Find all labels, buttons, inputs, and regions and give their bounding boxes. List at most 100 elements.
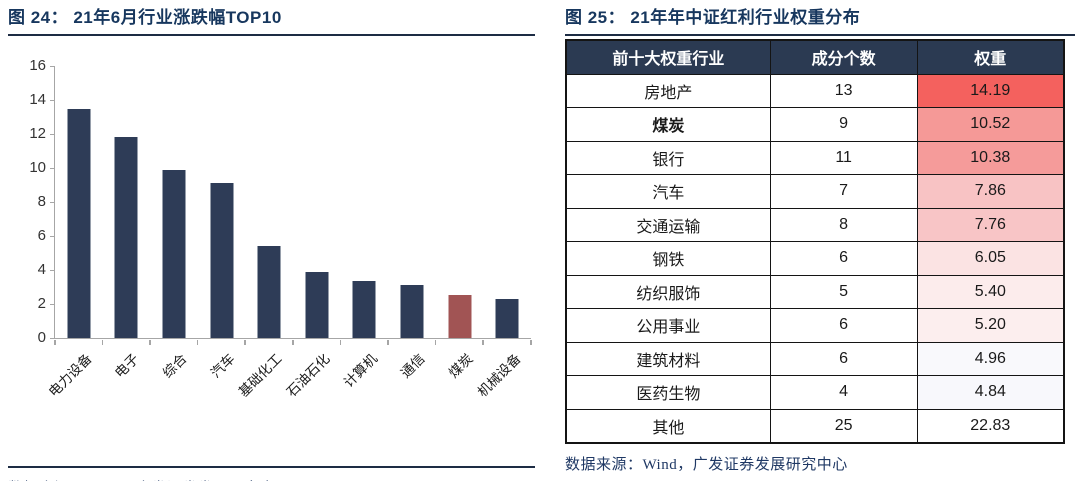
x-axis-label-电子: 电子 <box>112 351 142 381</box>
bar-综合 <box>162 169 186 338</box>
count-cell: 25 <box>769 408 918 444</box>
x-axis-label-石油石化: 石油石化 <box>283 351 333 400</box>
weight-cell: 5.40 <box>916 274 1065 309</box>
figure-24-title: 图 24： 21年6月行业涨跌幅TOP10 <box>8 8 535 36</box>
x-axis-tick-mark <box>434 340 437 345</box>
table-row-煤炭: 煤炭 9 10.52 <box>565 107 1065 142</box>
count-cell: 4 <box>769 375 918 410</box>
table-header-cell: 成分个数 <box>769 39 918 75</box>
bar-chart-plot-area <box>50 65 532 345</box>
x-axis-label-机械设备: 机械设备 <box>474 351 524 400</box>
right-source-text: 数据来源：Wind，广发证券发展研究中心 <box>565 457 848 473</box>
figure-25-title: 图 25： 21年年中证红利行业权重分布 <box>565 8 1075 36</box>
count-cell: 6 <box>769 308 918 343</box>
industry-cell: 煤炭 <box>565 107 771 142</box>
industry-weight-table: 前十大权重行业 成分个数 权重 房地产 13 14.19 煤炭 9 10.52 银行 11 10.3… <box>565 39 1065 444</box>
bar-计算机 <box>352 281 376 338</box>
y-axis-tick-mark <box>50 303 55 305</box>
x-axis-tick-mark <box>292 340 294 345</box>
table-row-建筑材料: 建筑材料 6 4.96 <box>565 341 1065 376</box>
industry-cell: 纺织服饰 <box>565 274 771 309</box>
table-row-房地产: 房地产 13 14.19 <box>565 73 1065 108</box>
y-axis-tick-label: 2 <box>37 295 46 312</box>
weight-cell: 7.76 <box>916 207 1065 242</box>
x-axis-tick-mark <box>149 340 151 345</box>
y-axis-tick-mark <box>50 269 55 271</box>
x-axis-label-综合: 综合 <box>159 351 190 381</box>
x-axis-tick-mark <box>196 340 199 345</box>
weight-cell: 5.20 <box>916 308 1065 343</box>
left-source-text: 数据来源：Wind，广发证券发展研究中心 <box>8 477 535 481</box>
bar-基础化工 <box>257 246 281 338</box>
x-axis-label-基础化工: 基础化工 <box>236 351 285 400</box>
weight-cell: 4.96 <box>916 341 1065 376</box>
table-header-row: 前十大权重行业 成分个数 权重 <box>565 39 1065 75</box>
x-axis-tick-mark <box>482 340 484 345</box>
table-row-医药生物: 医药生物 4 4.84 <box>565 375 1065 410</box>
industry-cell: 房地产 <box>565 73 771 108</box>
bar-汽车 <box>210 183 234 338</box>
x-axis-tick-mark <box>530 340 532 345</box>
table-row-公用事业: 公用事业 6 5.20 <box>565 308 1065 343</box>
weight-cell: 14.19 <box>916 73 1065 108</box>
y-axis-tick-label: 8 <box>37 193 46 210</box>
bar-煤炭 <box>448 294 472 338</box>
table-row-钢铁: 钢铁 6 6.05 <box>565 241 1065 276</box>
weight-cell: 7.86 <box>916 174 1065 209</box>
x-axis-label-电力设备: 电力设备 <box>45 351 95 400</box>
y-axis-tick-mark <box>50 99 55 101</box>
table-row-纺织服饰: 纺织服饰 5 5.40 <box>565 274 1065 309</box>
table-row-银行: 银行 11 10.38 <box>565 140 1065 175</box>
bar-机械设备 <box>495 298 519 338</box>
bar-石油石化 <box>305 271 329 338</box>
table-header-cell: 权重 <box>916 39 1065 75</box>
industry-cell: 公用事业 <box>565 308 771 343</box>
industry-cell: 银行 <box>565 140 771 175</box>
y-axis-tick-label: 6 <box>37 227 46 244</box>
industry-cell: 钢铁 <box>565 241 771 276</box>
x-axis-label-煤炭: 煤炭 <box>446 351 476 381</box>
table-row-其他: 其他 25 22.83 <box>565 408 1065 444</box>
weight-cell: 6.05 <box>916 241 1065 276</box>
y-axis-tick-mark <box>50 337 55 339</box>
weight-cell: 10.38 <box>916 140 1065 175</box>
y-axis-tick-label: 14 <box>29 91 46 108</box>
x-axis-tick-mark <box>387 340 389 345</box>
table-header-cell: 前十大权重行业 <box>565 39 771 75</box>
y-axis-tick-mark <box>50 235 55 237</box>
bar-电力设备 <box>67 108 91 338</box>
x-axis-tick-mark <box>339 340 342 345</box>
x-axis-label-通信: 通信 <box>398 351 429 381</box>
count-cell: 8 <box>769 207 918 242</box>
y-axis-tick-label: 16 <box>29 57 46 74</box>
x-axis-label-计算机: 计算机 <box>341 351 381 391</box>
industry-cell: 其他 <box>565 408 771 444</box>
weight-cell: 22.83 <box>916 408 1065 444</box>
figure-24-panel: 图 24： 21年6月行业涨跌幅TOP10 电力设备 电子 综合 汽车 基础化工 石油石化… <box>8 8 535 481</box>
table-row-交通运输: 交通运输 8 7.76 <box>565 207 1065 242</box>
y-axis-tick-mark <box>50 167 55 169</box>
count-cell: 13 <box>769 73 918 108</box>
y-axis-tick-label: 4 <box>37 261 46 278</box>
figure-25-panel: 图 25： 21年年中证红利行业权重分布 前十大权重行业 成分个数 权重 房地产 13… <box>565 8 1075 474</box>
industry-cell: 交通运输 <box>565 207 771 242</box>
bar-chart-x-axis-labels: 电力设备 电子 综合 汽车 基础化工 石油石化 计算机 通信 煤炭 机械设备 <box>45 344 531 444</box>
industry-change-bar-chart: 电力设备 电子 综合 汽车 基础化工 石油石化 计算机 通信 煤炭 机械设备 0 2 4 6 8 10 12 1… <box>8 54 535 452</box>
y-axis-tick-label: 0 <box>37 329 46 346</box>
y-axis-tick-label: 12 <box>29 125 46 142</box>
weight-cell: 4.84 <box>916 375 1065 410</box>
count-cell: 11 <box>769 140 918 175</box>
bar-电子 <box>114 137 138 338</box>
table-row-汽车: 汽车 7 7.86 <box>565 174 1065 209</box>
y-axis-tick-mark <box>50 201 55 203</box>
count-cell: 7 <box>769 174 918 209</box>
x-axis-label-汽车: 汽车 <box>207 351 238 381</box>
y-axis-tick-mark <box>50 133 55 135</box>
x-axis-tick-mark <box>101 340 104 345</box>
x-axis-tick-mark <box>244 340 246 345</box>
x-axis-tick-mark <box>54 340 56 345</box>
industry-cell: 医药生物 <box>565 375 771 410</box>
bar-通信 <box>400 285 424 338</box>
y-axis-tick-mark <box>50 65 55 67</box>
